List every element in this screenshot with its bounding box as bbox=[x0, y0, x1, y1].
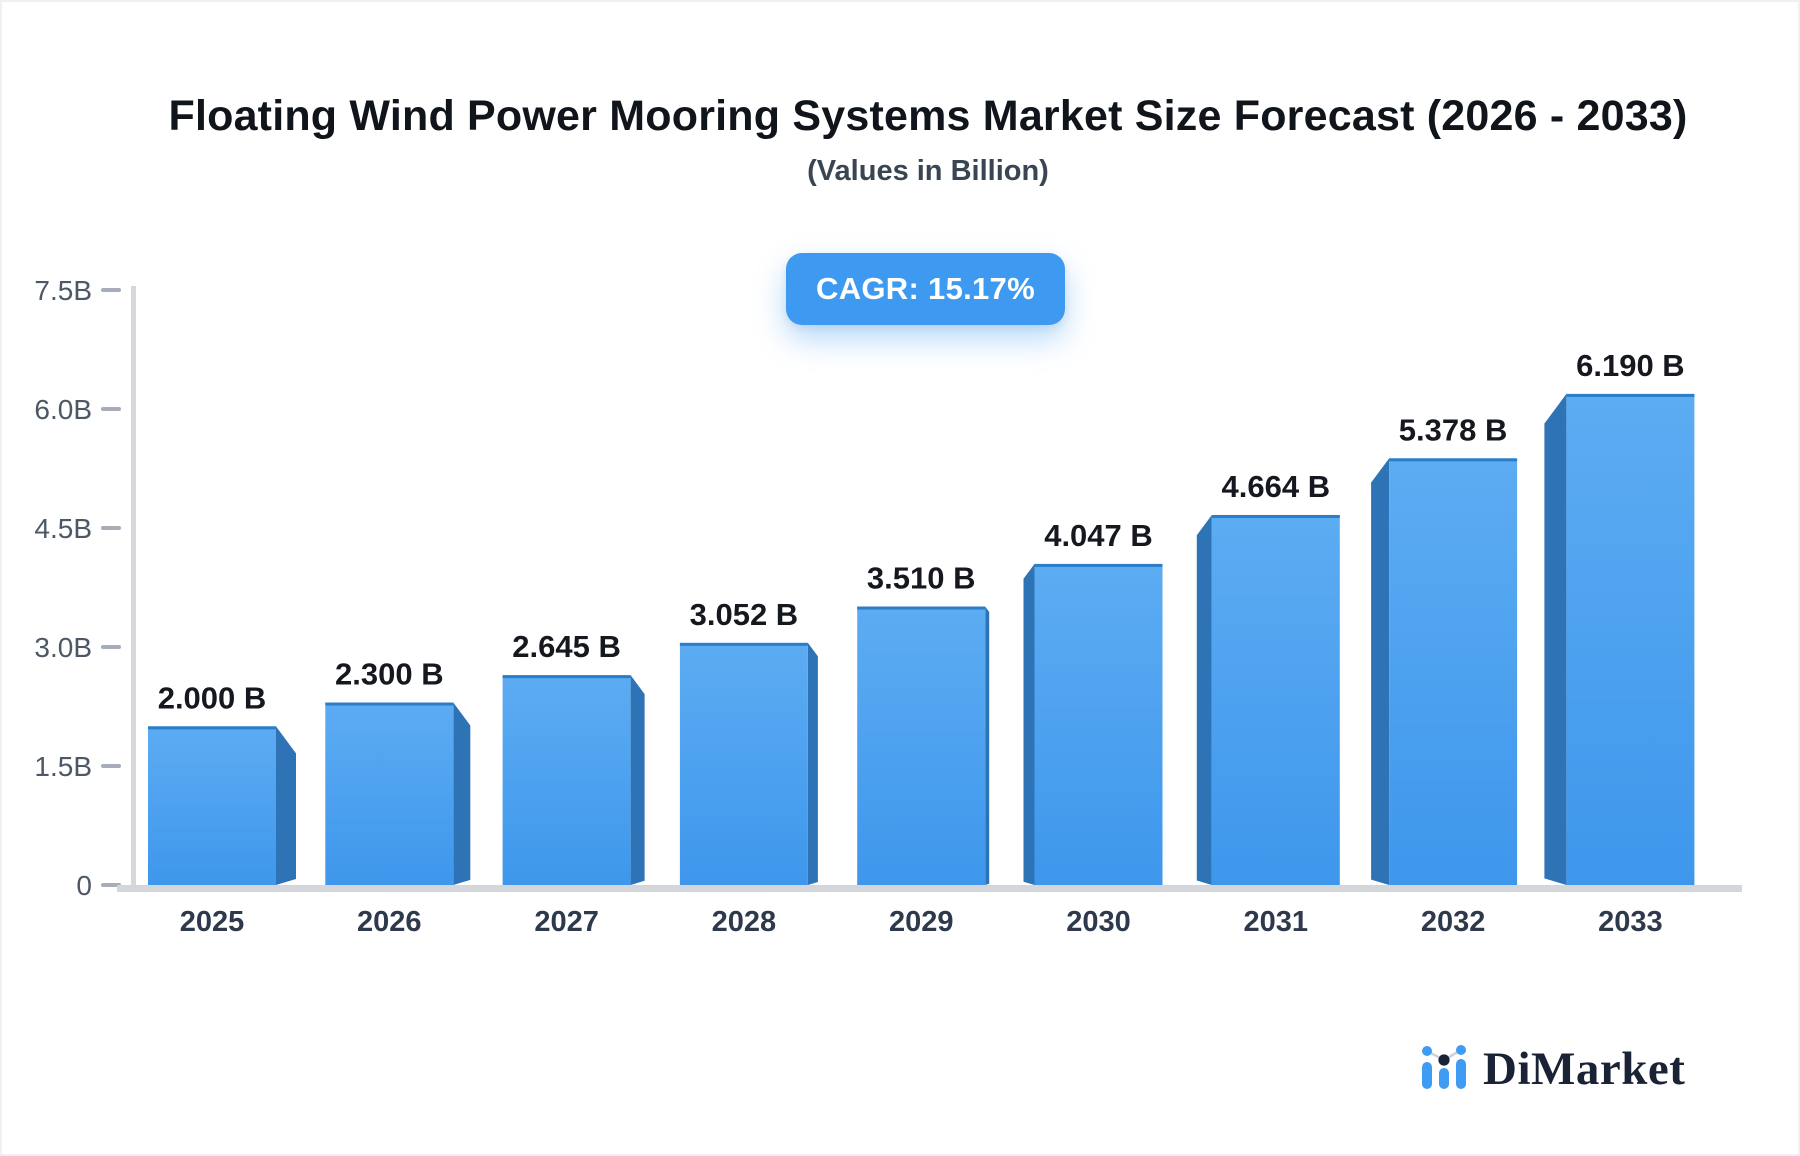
bar-chart-logo-icon bbox=[1422, 1045, 1466, 1089]
x-axis-label: 2031 bbox=[1244, 906, 1309, 938]
y-axis-label: 3.0B bbox=[34, 632, 92, 663]
bar-2028: 3.052 B bbox=[679, 597, 818, 886]
x-axis-label: 2025 bbox=[180, 906, 245, 938]
bar-side-face bbox=[807, 642, 818, 885]
bar-value-label: 2.645 B bbox=[512, 629, 621, 664]
x-axis-label: 2032 bbox=[1421, 906, 1486, 938]
x-axis-label: 2030 bbox=[1066, 906, 1131, 938]
bar-2026: 2.300 B bbox=[325, 657, 471, 886]
bar-side-face bbox=[1023, 563, 1035, 885]
bar-value-label: 6.190 B bbox=[1576, 348, 1685, 383]
logo-icon-dot-left bbox=[1422, 1046, 1432, 1056]
x-axis-label: 2027 bbox=[534, 906, 599, 938]
bar-top-edge bbox=[325, 702, 454, 706]
y-axis-tick bbox=[101, 407, 121, 411]
bar-2031: 4.664 B bbox=[1196, 469, 1340, 886]
y-axis-tick bbox=[101, 764, 121, 768]
bar-top-edge bbox=[1566, 393, 1695, 397]
y-axis-label: 0 bbox=[76, 870, 92, 901]
y-axis-tick bbox=[101, 883, 121, 887]
bar-side-face bbox=[453, 702, 471, 885]
y-axis-label: 6.0B bbox=[34, 394, 92, 425]
bar-front-face bbox=[502, 675, 631, 886]
bar-value-label: 4.664 B bbox=[1222, 469, 1331, 504]
bar-front-face bbox=[1211, 514, 1340, 886]
bar-side-face bbox=[276, 726, 296, 885]
bar-top-edge bbox=[148, 726, 276, 730]
bar-value-label: 3.052 B bbox=[690, 597, 799, 632]
bar-front-face bbox=[325, 702, 454, 886]
bar-value-label: 5.378 B bbox=[1399, 412, 1508, 447]
y-axis-tick bbox=[101, 645, 121, 649]
x-axis-label: 2028 bbox=[712, 906, 777, 938]
chart-header: Floating Wind Power Mooring Systems Mark… bbox=[56, 92, 1800, 188]
chart-floor bbox=[117, 885, 1742, 892]
logo-icon-dot-right bbox=[1456, 1045, 1466, 1055]
bar-2030: 4.047 B bbox=[1023, 518, 1163, 886]
cagr-badge-label: CAGR: 15.17% bbox=[816, 271, 1035, 306]
bar-top-edge bbox=[679, 642, 808, 646]
bar-2025: 2.000 B bbox=[148, 680, 296, 886]
bar-top-edge bbox=[857, 606, 986, 610]
bar-2033: 6.190 B bbox=[1544, 348, 1695, 886]
logo-icon-dot-middle bbox=[1438, 1054, 1450, 1066]
y-axis-tick bbox=[101, 526, 121, 530]
bar-value-label: 2.000 B bbox=[158, 680, 267, 715]
bar-value-label: 3.510 B bbox=[867, 561, 976, 596]
bar-front-face bbox=[1566, 393, 1695, 886]
bar-top-edge bbox=[502, 675, 631, 679]
bar-front-face bbox=[148, 726, 276, 886]
y-axis-label: 7.5B bbox=[34, 275, 92, 306]
bar-2027: 2.645 B bbox=[502, 629, 645, 886]
y-axis-tick bbox=[101, 288, 121, 292]
bar-side-face bbox=[1371, 458, 1390, 885]
x-axis-label: 2033 bbox=[1598, 906, 1663, 938]
logo-text: DiMarket bbox=[1483, 1043, 1686, 1096]
bar-top-edge bbox=[1389, 458, 1518, 462]
cagr-badge: CAGR: 15.17% bbox=[786, 253, 1065, 325]
bar-value-label: 4.047 B bbox=[1044, 518, 1153, 553]
bar-top-edge bbox=[1034, 563, 1163, 567]
y-axis-label: 4.5B bbox=[34, 513, 92, 544]
bar-2032: 5.378 B bbox=[1371, 412, 1518, 886]
bar-front-face bbox=[679, 642, 808, 886]
chart-subtitle: (Values in Billion) bbox=[807, 155, 1049, 187]
y-axis-label: 1.5B bbox=[34, 751, 92, 782]
chart-title: Floating Wind Power Mooring Systems Mark… bbox=[168, 92, 1688, 140]
x-axis-label: 2029 bbox=[889, 906, 954, 938]
bar-2029: 3.510 B bbox=[857, 561, 990, 886]
bar-side-face bbox=[630, 675, 645, 885]
bar-side-face bbox=[1196, 514, 1212, 885]
brand-logo: DiMarket bbox=[1414, 1040, 1685, 1094]
bar-top-edge bbox=[1211, 514, 1340, 518]
logo-icon-bars bbox=[1422, 1059, 1466, 1089]
bar-front-face bbox=[1034, 563, 1163, 886]
x-axis-label: 2026 bbox=[357, 906, 422, 938]
bar-value-label: 2.300 B bbox=[335, 657, 444, 692]
bar-side-face bbox=[1544, 393, 1567, 885]
bar-front-face bbox=[857, 606, 986, 886]
bar-front-face bbox=[1389, 458, 1518, 886]
bar-side-face bbox=[985, 606, 990, 885]
y-axis-line bbox=[131, 286, 136, 886]
